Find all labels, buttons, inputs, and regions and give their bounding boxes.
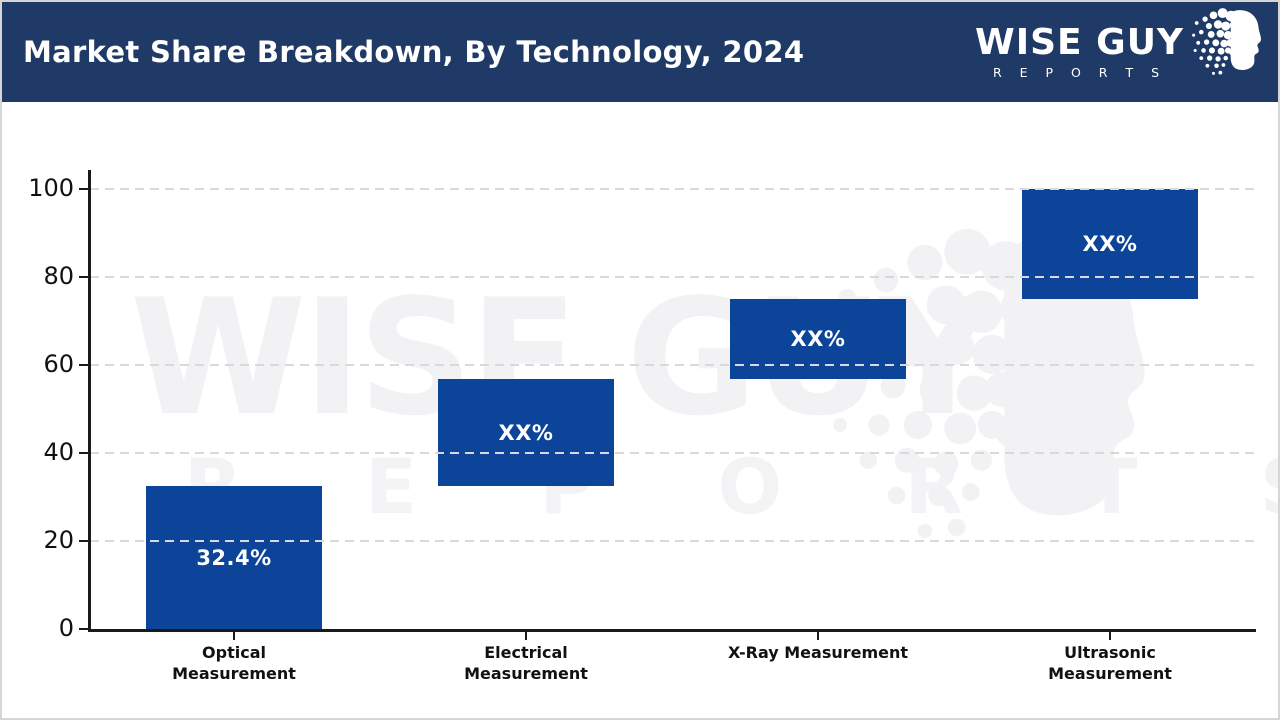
- x-tick-3: [817, 632, 819, 640]
- logo-head-icon: [1186, 6, 1270, 98]
- y-tick-20: [79, 540, 88, 542]
- x-axis-label-2: Electrical Measurement: [464, 643, 588, 683]
- bar-4: XX%: [1022, 189, 1198, 299]
- wise-guy-logo: WISE GUY R E P O R T S: [975, 2, 1270, 102]
- x-axis-spine: [88, 629, 1256, 632]
- x-tick-2: [525, 632, 527, 640]
- bar-value-label-3: XX%: [790, 327, 846, 352]
- gridline-40: [90, 452, 1256, 454]
- y-tick-label-20: 20: [43, 526, 74, 554]
- x-axis-label-1: Optical Measurement: [172, 643, 296, 683]
- bar-3: XX%: [730, 299, 906, 380]
- y-tick-40: [79, 452, 88, 454]
- chart-title: Market Share Breakdown, By Technology, 2…: [23, 35, 805, 69]
- x-tick-4: [1109, 632, 1111, 640]
- bar-value-label-1: 32.4%: [196, 545, 272, 570]
- y-tick-label-0: 0: [58, 614, 74, 642]
- logo-name: WISE GUY: [974, 21, 1184, 63]
- header-bar: Market Share Breakdown, By Technology, 2…: [2, 2, 1278, 102]
- x-axis-label-4: Ultrasonic Measurement: [1048, 643, 1172, 683]
- y-axis-spine: [88, 170, 91, 632]
- bar-2: XX%: [438, 379, 614, 487]
- y-tick-80: [79, 276, 88, 278]
- x-axis-label-3: X-Ray Measurement: [727, 643, 909, 662]
- y-tick-label-40: 40: [43, 438, 74, 466]
- y-tick-label-100: 100: [28, 174, 74, 202]
- bar-value-label-2: XX%: [498, 420, 554, 445]
- y-tick-60: [79, 364, 88, 366]
- y-tick-0: [79, 628, 88, 630]
- gridline-60: [90, 364, 1256, 366]
- bar-1: 32.4%: [146, 486, 322, 629]
- y-tick-label-80: 80: [43, 262, 74, 290]
- gridline-20: [90, 540, 1256, 542]
- gridline-100: [90, 188, 1256, 190]
- y-tick-label-60: 60: [43, 350, 74, 378]
- bar-value-label-4: XX%: [1082, 232, 1138, 256]
- logo-subtitle: R E P O R T S: [992, 64, 1167, 80]
- x-tick-1: [233, 632, 235, 640]
- y-tick-100: [79, 188, 88, 190]
- gridline-80: [90, 276, 1256, 278]
- logo-text: WISE GUY R E P O R T S: [974, 21, 1184, 80]
